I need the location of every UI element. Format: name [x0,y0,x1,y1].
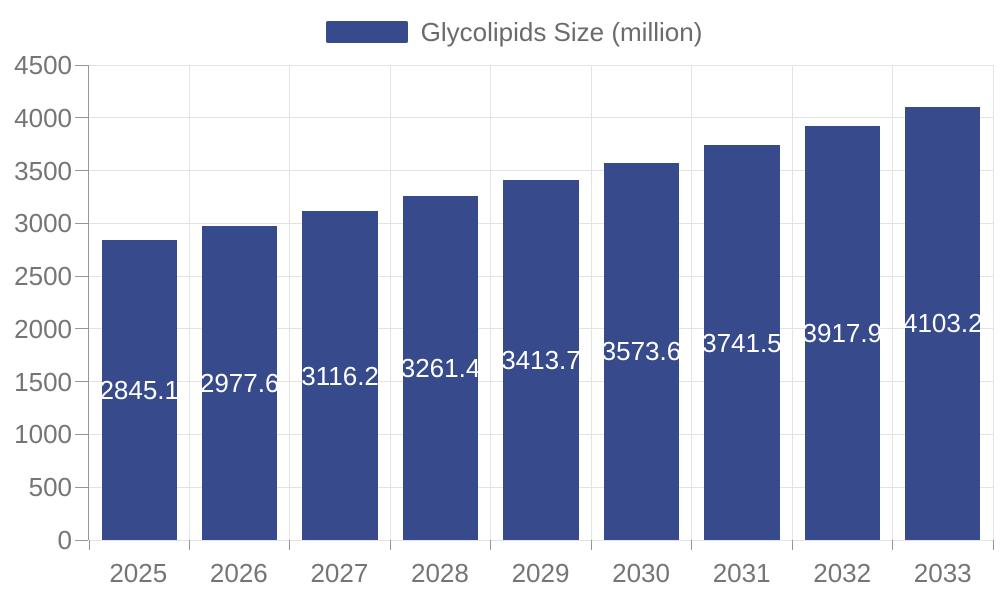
x-axis-tick-label: 2028 [411,558,469,588]
bar-value-label: 3261.4 [400,352,481,383]
bar-2031[interactable]: 3741.5 [702,145,782,540]
y-axis-tick-label: 2500 [14,261,72,292]
grid-line-vertical [992,65,994,540]
y-axis-tick [75,117,88,119]
x-axis-tick-label: 2027 [310,558,369,588]
x-axis-tick-label: 2031 [712,558,771,588]
grid-line-horizontal [89,170,993,172]
x-axis-tick [389,540,391,550]
y-axis-tick-label: 2000 [14,313,72,344]
y-axis-tick [75,381,88,383]
bar-value-label: 3116.2 [301,360,379,391]
grid-line-vertical [590,65,592,540]
x-axis-tick-label: 2032 [813,558,872,588]
bar-2028[interactable]: 3261.4 [400,195,481,540]
x-axis-tick-label: 2033 [913,558,972,588]
grid-line-vertical [691,65,693,540]
x-axis-tick-label: 2026 [209,558,268,588]
y-axis-tick-labels: 0 500 1000 1500 2000 2500 3000 3500 4000 4500 [0,52,72,553]
y-axis-tick-label: 3000 [14,208,72,239]
y-axis-tick [75,433,88,435]
bar-2026[interactable]: 2977.6 [199,225,280,540]
bar-value-label: 2977.6 [199,367,280,398]
grid-line-horizontal [89,117,993,119]
y-axis-tick [75,486,88,488]
y-axis-tick [75,275,88,277]
bar-value-label: 3413.7 [501,344,581,375]
bar-2032[interactable]: 3917.9 [802,126,883,540]
y-axis-tick-label: 0 [57,525,72,555]
x-axis-tick [892,540,894,550]
legend-label: Glycolipids Size (million) [420,17,703,47]
grid-line-vertical [490,65,492,540]
x-axis-tick [691,540,693,550]
bar-value-label: 4103.2 [903,308,983,339]
grid-line-vertical [188,65,190,540]
x-axis-tick-label: 2029 [511,558,570,588]
bar-value-label: 3917.9 [802,318,883,349]
x-axis-tick-label: 2025 [109,558,168,588]
bar-2033[interactable]: 4103.2 [903,106,983,540]
y-axis-tick-label: 1000 [14,419,72,450]
y-axis-tick [75,539,88,541]
x-axis-tick [289,540,291,550]
plot-area: 2845.1 2977.6 3116.2 3261.4 3413.7 3573.6 3741… [75,64,994,550]
bar-2030[interactable]: 3573.6 [601,162,682,540]
bar-2027[interactable]: 3116.2 [301,211,379,540]
bar-value-label: 3573.6 [601,336,682,367]
x-axis-tick [88,540,90,550]
legend[interactable]: Glycolipids Size (million) [14,18,1000,46]
x-axis-tick [188,540,190,550]
y-axis-tick [75,64,88,66]
grid-line-vertical [791,65,793,540]
grid-line-horizontal [89,539,993,541]
grid-line-vertical [389,65,391,540]
grid-line-vertical [892,65,894,540]
y-axis-tick-label: 4000 [14,102,72,133]
x-axis-tick [490,540,492,550]
x-axis-tick [590,540,592,550]
y-axis-tick [75,222,88,224]
grid-line-horizontal [89,64,993,66]
x-axis-tick [992,540,994,550]
y-axis-tick [75,328,88,330]
y-axis-tick [75,170,88,172]
bar-2025[interactable]: 2845.1 [99,239,179,540]
y-axis-tick-label: 1500 [14,366,72,397]
x-axis-tick-label: 2030 [612,558,670,588]
y-axis-tick-label: 4500 [14,50,72,80]
y-axis-tick-label: 500 [28,472,72,503]
bar-value-label: 3741.5 [702,327,782,358]
x-axis-tick [791,540,793,550]
x-axis-tick-labels: 2025 2026 2027 2028 2029 2030 2031 2032 2033 [88,558,993,590]
legend-swatch-icon [325,21,408,43]
y-axis-tick-label: 3500 [14,155,72,186]
bar-value-label: 2845.1 [99,374,179,405]
grid-line-vertical [289,65,291,540]
bar-2029[interactable]: 3413.7 [501,179,581,540]
